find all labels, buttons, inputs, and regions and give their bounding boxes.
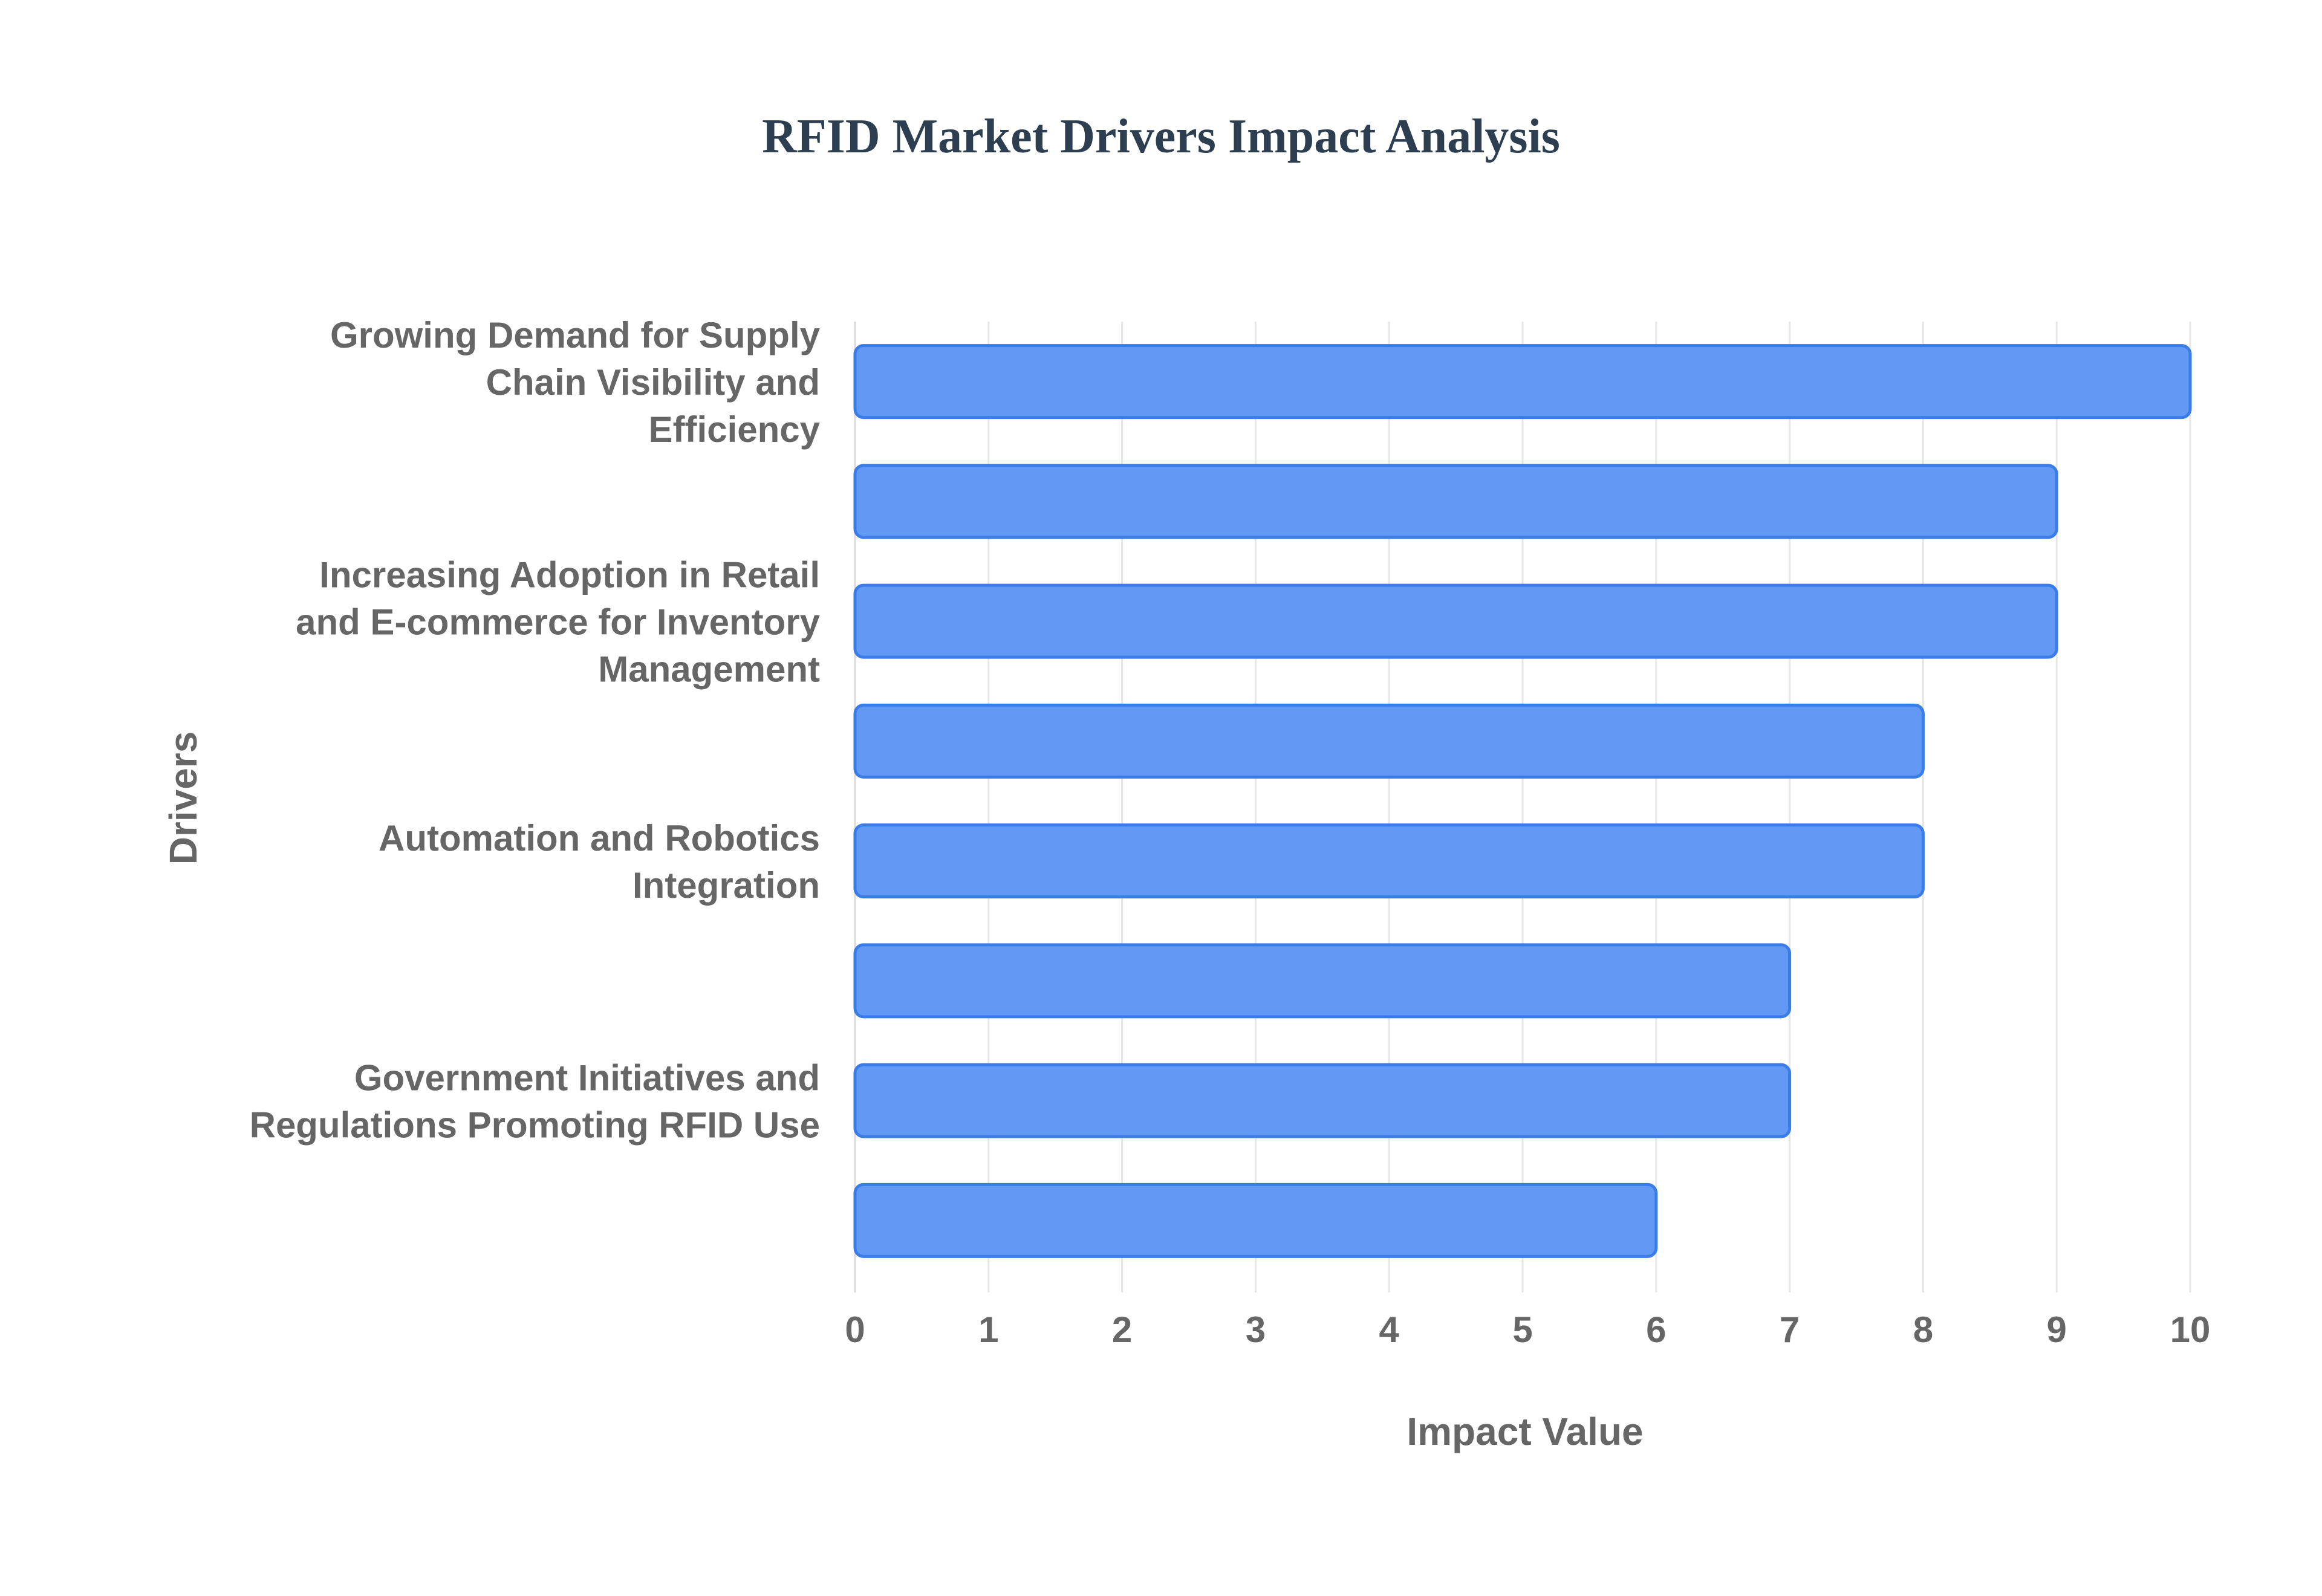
category-label-line: Automation and Robotics (379, 818, 820, 858)
x-tick-label: 7 (1780, 1309, 1800, 1350)
category-label-line: Growing Demand for Supply (330, 315, 821, 355)
category-label: Increasing Adoption in Retail and E-comme… (296, 555, 821, 690)
x-tick-labels: 0 1 2 3 4 5 6 7 8 9 10 (845, 1309, 2210, 1350)
bar (853, 1182, 1658, 1258)
x-tick-label: 4 (1379, 1309, 1400, 1350)
category-label-line: Efficiency (649, 409, 821, 450)
category-label: Growing Demand for Supply Chain Visibilit… (330, 315, 821, 450)
x-axis-title: Impact Value (1407, 1410, 1643, 1453)
category-label: Automation and Robotics Integration (379, 818, 820, 906)
category-label-line: Integration (633, 865, 820, 906)
x-tick-label: 2 (1112, 1309, 1132, 1350)
bar (853, 1063, 1792, 1138)
x-tick-label: 6 (1646, 1309, 1666, 1350)
bar (853, 464, 2058, 539)
x-tick-label: 1 (978, 1309, 998, 1350)
chart-title: RFID Market Drivers Impact Analysis (762, 110, 1560, 163)
bar (853, 823, 1925, 899)
bar (853, 344, 2192, 420)
category-label-line: Increasing Adoption in Retail (319, 555, 820, 595)
category-label-line: Regulations Promoting RFID Use (250, 1105, 820, 1146)
bar (853, 703, 1925, 779)
bars (853, 344, 2192, 1258)
x-tick-label: 0 (845, 1309, 865, 1350)
x-tick-label: 10 (2170, 1309, 2211, 1350)
category-label-line: Government Initiatives and (354, 1058, 820, 1098)
category-label-line: and E-commerce for Inventory (296, 602, 821, 643)
x-tick-label: 9 (2047, 1309, 2067, 1350)
y-axis-title: Drivers (161, 731, 205, 865)
category-label-line: Management (598, 649, 820, 690)
x-tick-label: 5 (1512, 1309, 1532, 1350)
category-labels: Growing Demand for Supply Chain Visibilit… (250, 315, 821, 1146)
category-label-line: Chain Visibility and (486, 362, 820, 403)
category-label: Government Initiatives and Regulations Pr… (250, 1058, 820, 1146)
x-tick-label: 3 (1246, 1309, 1266, 1350)
bar (853, 943, 1792, 1019)
bar (853, 583, 2058, 659)
x-tick-label: 8 (1913, 1309, 1933, 1350)
